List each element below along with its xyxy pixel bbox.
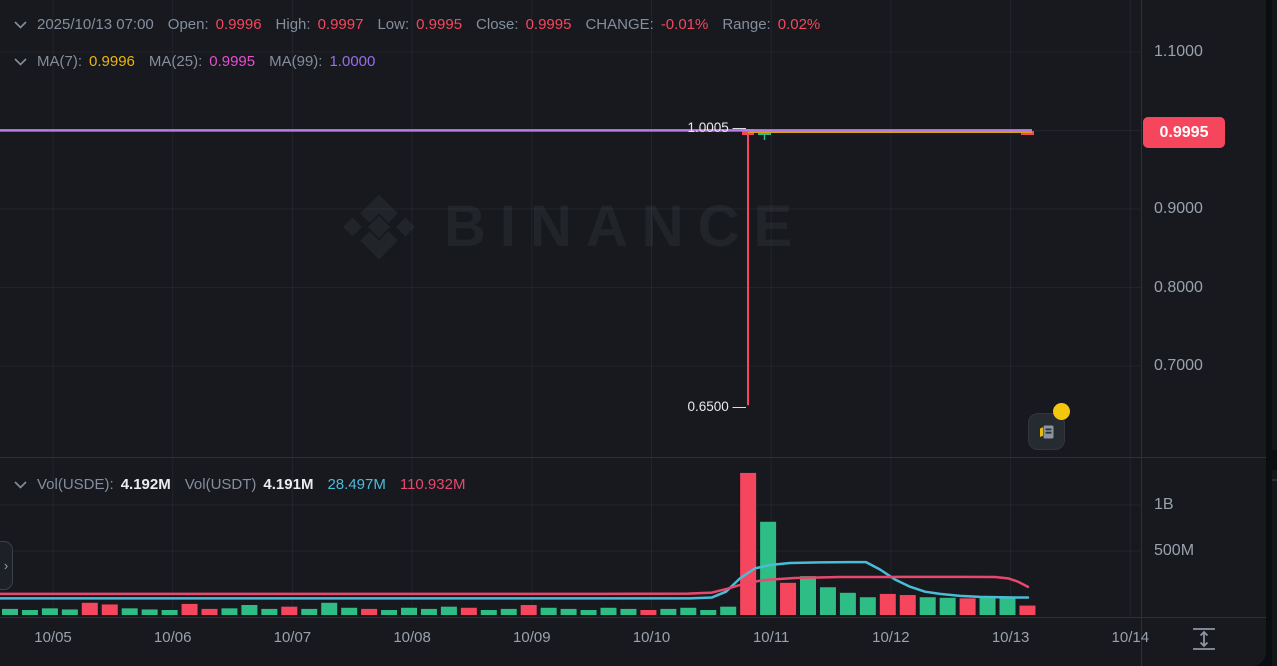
close-label: Close: bbox=[476, 16, 519, 33]
time-axis-line bbox=[0, 617, 1266, 618]
open-label: Open: bbox=[167, 16, 209, 33]
ma99-label: MA(99): bbox=[269, 53, 323, 70]
date-label: 10/08 bbox=[393, 629, 431, 646]
ma-legend-row: MA(7): 0.9996 MA(25): 0.9995 MA(99): 1.0000 bbox=[14, 53, 389, 70]
close-value: 0.9995 bbox=[525, 16, 572, 33]
open-value: 0.9996 bbox=[215, 16, 262, 33]
date-label: 10/07 bbox=[273, 629, 312, 646]
volume-axis-label: 1B bbox=[1154, 496, 1174, 513]
price-axis-label: 0.7000 bbox=[1154, 357, 1203, 374]
vol-ma1-value: 28.497M bbox=[327, 476, 386, 493]
vol-quote-value: 4.191M bbox=[263, 476, 314, 493]
candle-datetime: 2025/10/13 07:00 bbox=[37, 16, 154, 33]
volume-axis-label: 500M bbox=[1154, 542, 1195, 559]
change-label: CHANGE: bbox=[585, 16, 654, 33]
ma25-label: MA(25): bbox=[148, 53, 203, 70]
price-scale-divider bbox=[1141, 0, 1142, 666]
date-label: 10/09 bbox=[513, 629, 551, 646]
date-label: 10/05 bbox=[34, 629, 72, 646]
chevron-down-icon[interactable] bbox=[14, 57, 27, 66]
ma7-label: MA(7): bbox=[37, 53, 82, 70]
auto-scale-icon[interactable] bbox=[1189, 626, 1219, 657]
vol-quote-label: Vol(USDT) bbox=[184, 476, 257, 493]
pane-divider[interactable] bbox=[0, 457, 1266, 458]
price-axis-label: 0.8000 bbox=[1154, 278, 1203, 296]
ma25-value: 0.9995 bbox=[209, 53, 256, 70]
price-axis-label: 1.1000 bbox=[1154, 43, 1203, 60]
ohlc-legend-row: 2025/10/13 07:00 Open: 0.9996 High: 0.9997… bbox=[14, 16, 834, 33]
high-annotation: 1.0005 — bbox=[687, 120, 746, 135]
ma7-value: 0.9996 bbox=[89, 53, 135, 70]
low-annotation: 0.6500 — bbox=[687, 399, 746, 414]
chevron-right-icon: › bbox=[3, 558, 9, 573]
date-label: 10/06 bbox=[153, 629, 192, 646]
expand-panel-handle[interactable]: › bbox=[0, 541, 13, 590]
volume-legend-row: Vol(USDE): 4.192M Vol(USDT) 4.191M 28.497M… bbox=[14, 476, 479, 493]
chevron-down-icon[interactable] bbox=[14, 480, 27, 489]
date-label: 10/14 bbox=[1111, 629, 1150, 646]
high-value: 0.9997 bbox=[317, 16, 364, 33]
date-label: 10/12 bbox=[872, 629, 910, 646]
range-label: Range: bbox=[722, 16, 771, 33]
last-price-badge: 0.9995 bbox=[1143, 117, 1225, 148]
vol-base-value: 4.192M bbox=[120, 476, 171, 493]
ma99-value: 1.0000 bbox=[329, 53, 376, 70]
change-value: -0.01% bbox=[660, 16, 709, 33]
date-label: 10/11 bbox=[752, 629, 790, 646]
adjacent-panel-edge bbox=[1272, 0, 1277, 666]
notification-dot bbox=[1053, 403, 1070, 420]
vol-base-label: Vol(USDE): bbox=[37, 476, 114, 493]
range-value: 0.02% bbox=[777, 16, 821, 33]
news-document-icon bbox=[1039, 425, 1053, 438]
chevron-down-icon[interactable] bbox=[14, 20, 27, 29]
vol-ma2-value: 110.932M bbox=[399, 476, 466, 493]
date-label: 10/10 bbox=[632, 629, 671, 646]
high-label: High: bbox=[275, 16, 311, 33]
date-label: 10/13 bbox=[991, 629, 1030, 646]
low-label: Low: bbox=[377, 16, 410, 33]
price-axis-label: 0.9000 bbox=[1154, 200, 1203, 217]
low-value: 0.9995 bbox=[416, 16, 463, 33]
